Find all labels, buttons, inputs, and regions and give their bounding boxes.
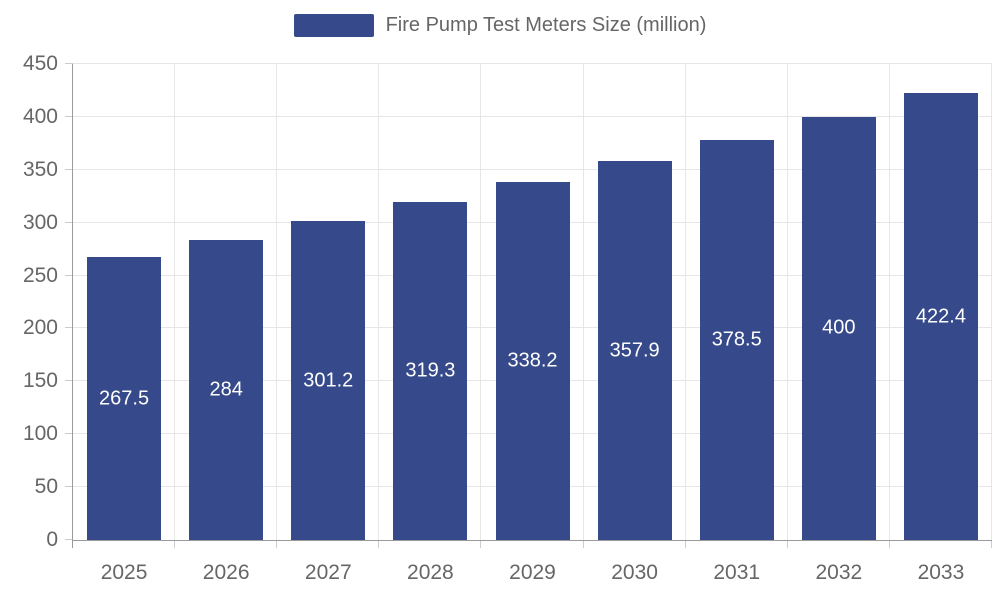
- bar-value-label: 338.2: [507, 349, 558, 372]
- x-axis-label: 2030: [611, 561, 658, 584]
- gridline-vertical: [276, 64, 278, 540]
- y-axis-tick-label: 450: [22, 52, 58, 75]
- gridline-vertical: [991, 64, 992, 540]
- y-axis-tick-label: 100: [22, 422, 58, 446]
- gridline-vertical: [378, 64, 380, 540]
- bar[interactable]: 267.5: [87, 257, 162, 540]
- gridline-vertical: [582, 64, 584, 540]
- y-axis-tick: [65, 380, 73, 382]
- bar-value-label: 357.9: [609, 339, 660, 362]
- bar[interactable]: 284: [189, 239, 264, 540]
- gridline-horizontal: [73, 115, 992, 117]
- y-axis-tick: [65, 486, 73, 488]
- bar-value-label: 378.5: [711, 328, 762, 351]
- y-axis-tick: [65, 274, 73, 276]
- x-axis-label: 2025: [100, 561, 148, 584]
- legend-label: Fire Pump Test Meters Size (million): [385, 14, 707, 36]
- y-axis-tick: [65, 115, 73, 117]
- x-axis-tick: [991, 540, 992, 548]
- bar-value-label: 284: [209, 378, 243, 401]
- y-axis-tick-label: 250: [22, 263, 58, 287]
- y-axis-tick-label: 150: [22, 369, 58, 393]
- y-axis-tick-label: 400: [22, 104, 58, 128]
- x-axis-line: [73, 540, 992, 541]
- bar-value-label: 422.4: [915, 305, 966, 328]
- x-axis-label: 2027: [304, 561, 352, 584]
- bar[interactable]: 357.9: [597, 161, 672, 540]
- x-axis-label: 2033: [917, 561, 965, 584]
- x-axis-tick: [786, 540, 788, 548]
- x-axis-label: 2028: [407, 561, 454, 584]
- gridline-vertical: [888, 64, 890, 540]
- bar[interactable]: 338.2: [495, 182, 570, 540]
- x-axis-tick: [276, 540, 278, 548]
- bar[interactable]: 301.2: [291, 221, 366, 540]
- y-axis-tick: [65, 221, 73, 223]
- y-axis-tick-label: 0: [46, 528, 58, 551]
- bar[interactable]: 422.4: [903, 93, 978, 540]
- y-axis-line: [72, 64, 73, 548]
- x-axis-label: 2029: [509, 561, 556, 584]
- x-axis-label: 2032: [815, 561, 863, 584]
- x-axis-tick: [480, 540, 482, 548]
- legend-item[interactable]: Fire Pump Test Meters Size (million): [0, 14, 1000, 37]
- bar-value-label: 400: [822, 316, 856, 339]
- y-axis-tick: [65, 168, 73, 170]
- bar[interactable]: 319.3: [393, 202, 468, 540]
- y-axis-tick-label: 350: [22, 157, 58, 181]
- x-axis-tick: [174, 540, 176, 548]
- y-axis-tick: [65, 63, 73, 64]
- bar[interactable]: 378.5: [699, 139, 774, 540]
- gridline-horizontal: [73, 63, 992, 64]
- y-axis-tick: [65, 327, 73, 329]
- gridline-vertical: [480, 64, 482, 540]
- x-axis-tick: [888, 540, 890, 548]
- gridline-vertical: [684, 64, 686, 540]
- x-axis-tick: [582, 540, 584, 548]
- bar-value-label: 267.5: [99, 387, 150, 409]
- x-axis-label: 2026: [202, 561, 250, 584]
- gridline-horizontal: [73, 168, 992, 170]
- bar-value-label: 319.3: [405, 359, 456, 382]
- gridline-vertical: [174, 64, 176, 540]
- y-axis-tick-label: 50: [34, 475, 58, 499]
- bar[interactable]: 400: [801, 116, 876, 540]
- bar-value-label: 301.2: [303, 369, 354, 392]
- x-axis-tick: [684, 540, 686, 548]
- gridline-vertical: [786, 64, 788, 540]
- y-axis-tick: [65, 539, 73, 540]
- y-axis-tick: [65, 433, 73, 435]
- x-axis-label: 2031: [713, 561, 761, 584]
- y-axis-tick-label: 200: [22, 316, 58, 340]
- legend-swatch-icon: [293, 14, 374, 37]
- x-axis-tick: [378, 540, 380, 548]
- y-axis-tick-label: 300: [22, 210, 58, 234]
